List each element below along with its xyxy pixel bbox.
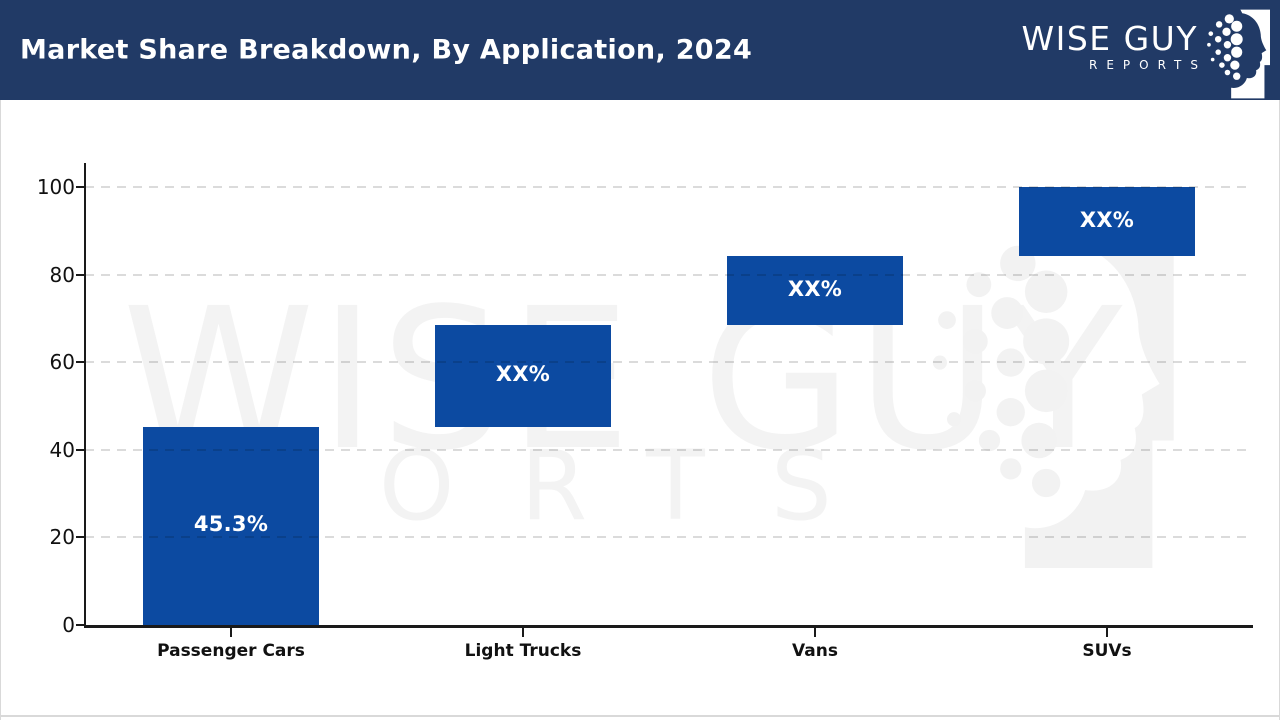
bar-vans — [727, 256, 903, 325]
header-bar: Market Share Breakdown, By Application, … — [0, 0, 1280, 100]
bar-value-label-vans: XX% — [787, 276, 843, 301]
x-tick-mark — [814, 628, 816, 637]
dotted-head-logo-icon — [1207, 9, 1270, 99]
x-tick-mark — [230, 628, 232, 637]
x-axis-label-passenger-cars: Passenger Cars — [157, 641, 305, 661]
x-axis-label-suvs: SUVs — [1082, 641, 1132, 661]
x-tick-mark — [1106, 628, 1108, 637]
wise-guy-reports-logo: WISE GUY REPORTS — [1000, 6, 1270, 99]
logo-brand-top: WISE GUY — [1021, 19, 1198, 58]
y-tick-mark — [76, 536, 84, 539]
y-tick-label: 60 — [49, 350, 75, 375]
bar-value-label-light-trucks: XX% — [495, 361, 551, 386]
x-axis-label-vans: Vans — [792, 641, 838, 661]
y-tick-mark — [76, 624, 84, 626]
y-tick-mark — [76, 448, 84, 451]
logo-brand-bottom: REPORTS — [1088, 58, 1207, 72]
bar-value-label-passenger-cars: 45.3% — [193, 511, 269, 536]
bar-suvs — [1019, 187, 1195, 257]
bar-light-trucks — [435, 324, 611, 427]
y-tick-label: 100 — [36, 175, 75, 199]
gridline-100 — [85, 186, 1253, 188]
y-tick-label: 0 — [62, 613, 75, 637]
gridline-40 — [85, 448, 1253, 451]
y-tick-label: 20 — [49, 525, 75, 550]
watermark-brand-bottom: PORTS — [255, 430, 898, 542]
page-border-left — [0, 100, 1, 720]
gridline-80 — [85, 273, 1253, 276]
y-tick-label: 80 — [49, 262, 75, 287]
watermark-head-icon — [932, 228, 1174, 568]
bar-passenger-cars — [143, 426, 319, 625]
y-tick-label: 40 — [49, 437, 75, 462]
y-axis-line — [84, 163, 86, 628]
y-tick-mark — [76, 361, 84, 364]
page-border-bottom — [0, 715, 1280, 717]
x-axis-line — [84, 625, 1253, 628]
page-title: Market Share Breakdown, By Application, … — [20, 34, 753, 66]
gridline-60 — [85, 361, 1253, 364]
x-axis-label-light-trucks: Light Trucks — [464, 641, 582, 661]
y-tick-mark — [76, 186, 84, 188]
gridline-20 — [85, 536, 1253, 539]
x-tick-mark — [522, 628, 524, 637]
y-tick-mark — [76, 273, 84, 276]
bar-value-label-suvs: XX% — [1079, 207, 1135, 232]
